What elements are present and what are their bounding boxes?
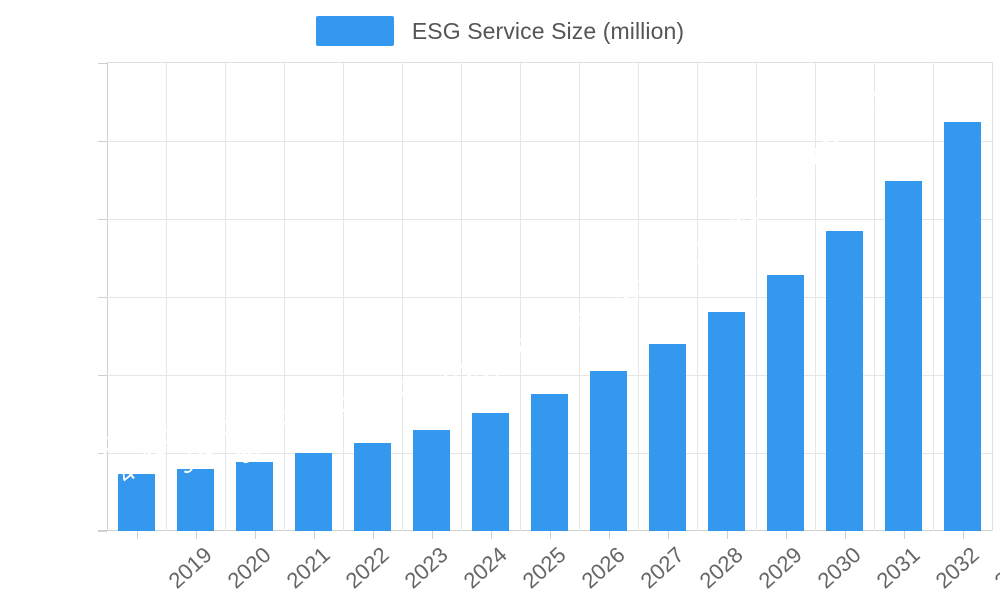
y-axis-tick-mark <box>98 219 107 220</box>
x-axis-tick-label: 2022 <box>340 542 394 594</box>
x-axis-tick-mark <box>903 531 905 539</box>
gridline-horizontal <box>107 297 992 298</box>
bar[interactable] <box>708 311 745 531</box>
x-axis-tick-mark <box>844 531 846 539</box>
gridline-vertical <box>756 63 757 531</box>
gridline-vertical <box>815 63 816 531</box>
y-axis-tick-mark <box>98 531 107 532</box>
x-axis-tick-label: 2029 <box>753 542 807 594</box>
x-axis-tick-mark <box>726 531 728 539</box>
bar[interactable] <box>354 442 391 531</box>
y-axis-tick-mark <box>98 375 107 376</box>
x-axis-tick-mark <box>136 531 138 539</box>
y-axis-tick-mark <box>98 453 107 454</box>
gridline-vertical <box>579 63 580 531</box>
gridline-vertical <box>402 63 403 531</box>
x-axis-tick-label: 2025 <box>517 542 571 594</box>
gridline-vertical <box>461 63 462 531</box>
x-axis-tick-label: 2030 <box>812 542 866 594</box>
x-axis-tick-label: 2031 <box>871 542 925 594</box>
x-axis-tick-mark <box>667 531 669 539</box>
x-axis-tick-mark <box>608 531 610 539</box>
x-axis-tick-mark <box>431 531 433 539</box>
gridline-vertical <box>638 63 639 531</box>
bar[interactable] <box>118 474 155 531</box>
bar[interactable] <box>531 394 568 531</box>
x-axis-tick-label: 2027 <box>635 542 689 594</box>
bar[interactable] <box>413 430 450 531</box>
gridline-vertical <box>284 63 285 531</box>
bar[interactable] <box>236 461 273 531</box>
legend-label-esg-service-size: ESG Service Size (million) <box>411 17 685 44</box>
gridline-vertical <box>225 63 226 531</box>
bar[interactable] <box>826 231 863 531</box>
gridline-vertical <box>343 63 344 531</box>
x-axis-tick-mark <box>785 531 787 539</box>
gridline-vertical <box>520 63 521 531</box>
gridline-horizontal <box>107 141 992 142</box>
x-axis-tick-label: 2026 <box>576 542 630 594</box>
x-axis-tick-label: 2032 <box>930 542 984 594</box>
gridline-vertical <box>933 63 934 531</box>
bar[interactable] <box>767 274 804 531</box>
chart-legend: ESG Service Size (million) <box>0 14 1000 48</box>
x-axis-tick-label: 2024 <box>458 542 512 594</box>
x-axis-tick-label: 2020 <box>222 542 276 594</box>
bar[interactable] <box>295 453 332 531</box>
bar[interactable] <box>885 180 922 531</box>
plot-area <box>98 62 993 539</box>
bar[interactable] <box>590 371 627 531</box>
x-axis-tick-mark <box>549 531 551 539</box>
x-axis-tick-mark <box>372 531 374 539</box>
x-axis-tick-label: 2033 <box>989 542 1000 594</box>
bar[interactable] <box>472 413 509 531</box>
y-axis-tick-mark <box>98 63 107 64</box>
x-axis-tick-label: 2021 <box>281 542 335 594</box>
gridline-horizontal <box>107 375 992 376</box>
x-axis-tick-mark <box>962 531 964 539</box>
bar[interactable] <box>649 343 686 531</box>
x-axis-tick-mark <box>254 531 256 539</box>
x-axis-tick-label: 2019 <box>163 542 217 594</box>
x-axis-tick-mark <box>313 531 315 539</box>
x-axis-tick-mark <box>490 531 492 539</box>
y-axis-tick-mark <box>98 141 107 142</box>
bar[interactable] <box>177 468 214 531</box>
bar-value-label: 36500 <box>0 435 66 502</box>
gridline-vertical <box>874 63 875 531</box>
legend-swatch-esg-service-size[interactable] <box>315 16 394 46</box>
x-axis-tick-label: 2023 <box>399 542 453 594</box>
x-axis-tick-label: 2028 <box>694 542 748 594</box>
x-axis-tick-mark <box>195 531 197 539</box>
y-axis-tick-mark <box>98 297 107 298</box>
gridline-horizontal <box>107 219 992 220</box>
bar[interactable] <box>944 121 981 531</box>
gridline-vertical <box>697 63 698 531</box>
gridline-vertical <box>166 63 167 531</box>
